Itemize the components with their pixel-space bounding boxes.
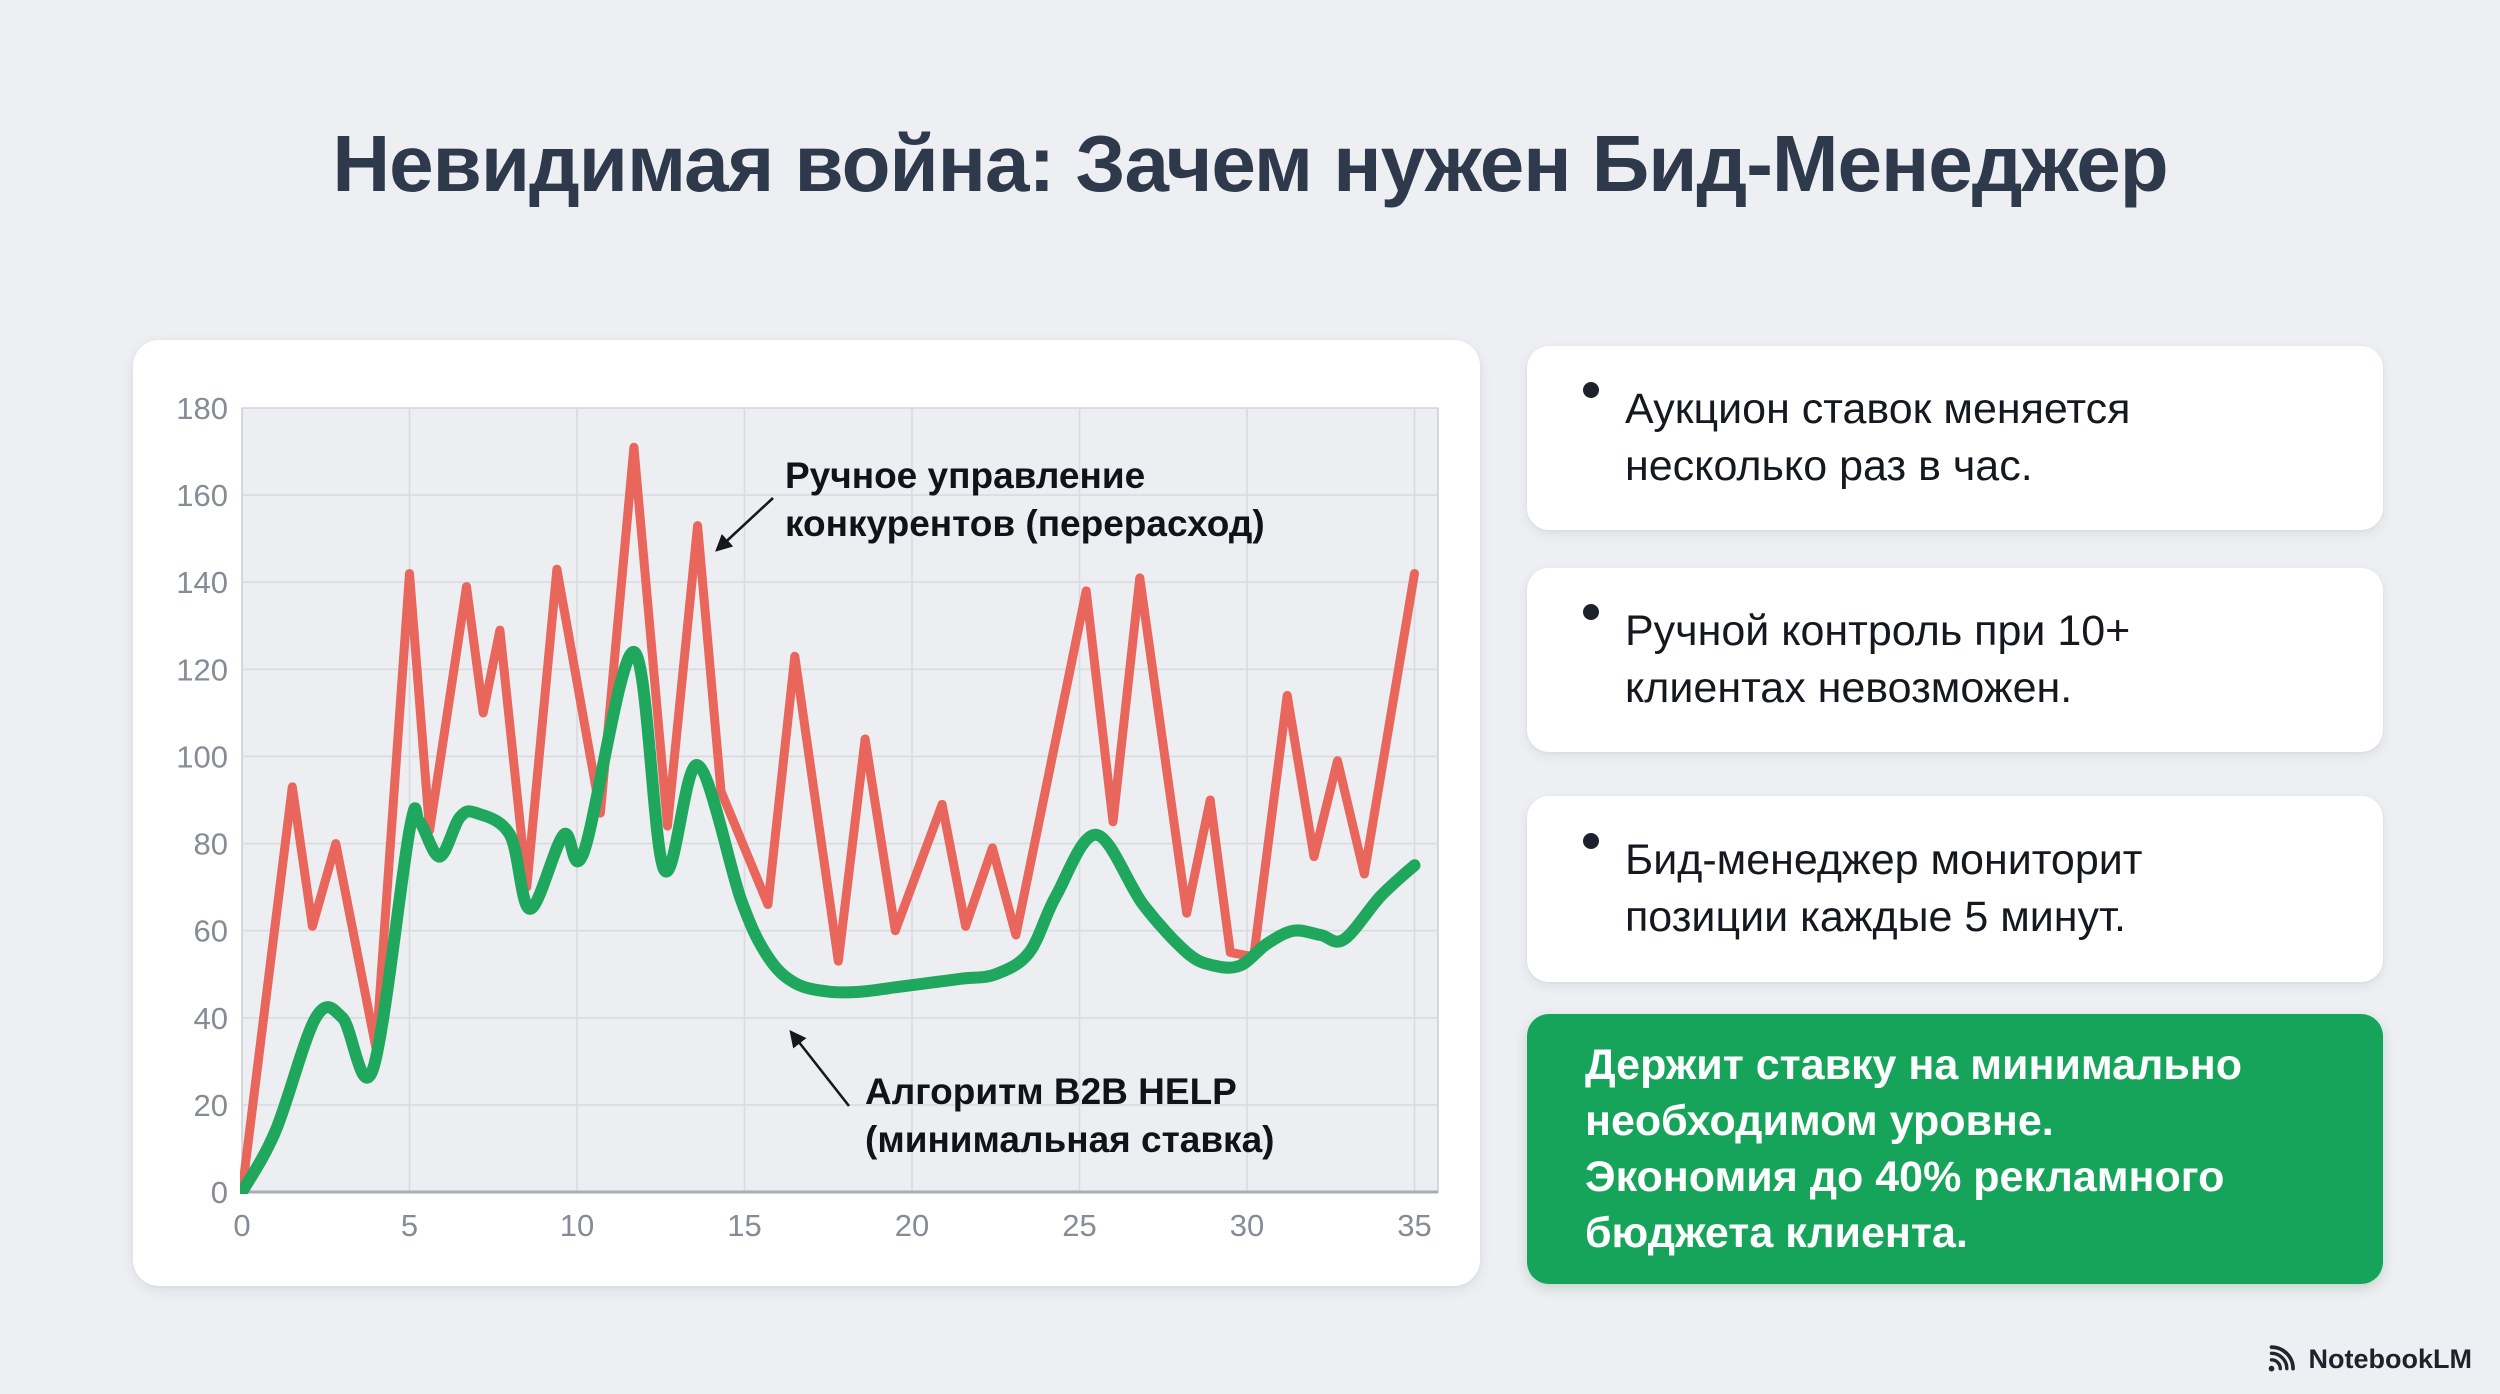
benefit-text-line: Держит ставку на минимально [1585, 1041, 2243, 1089]
plot-area [241, 407, 1439, 1193]
chart-canvas: 0 20 40 60 80 100 120 140 160 180 0 5 10 15 20 25 30 35 [176, 391, 1439, 1243]
annotation-line: Алгоритм B2B HELP [865, 1071, 1237, 1112]
series-line-manual [240, 442, 1419, 1194]
notebooklm-icon [2268, 1345, 2295, 1372]
x-tick-label: 15 [727, 1208, 761, 1243]
y-tick-label: 180 [176, 391, 228, 426]
line-chart: 0 20 40 60 80 100 120 140 160 180 0 5 10 15 20 25 30 35 Р… [133, 340, 1480, 1286]
annotation-arrow-algorithm [789, 1030, 851, 1107]
benefit-text-line: необходимом уровне. [1585, 1097, 2054, 1145]
x-tick-label: 0 [233, 1208, 250, 1243]
watermark-label: NotebookLM [2308, 1343, 2472, 1374]
annotation-line: (минимальная ставка) [865, 1119, 1275, 1160]
x-tick-label: 30 [1230, 1208, 1264, 1243]
fact-text-line: несколько раз в час. [1625, 442, 2033, 490]
y-tick-label: 20 [194, 1088, 228, 1123]
x-tick-label: 5 [401, 1208, 418, 1243]
fact-card-auction: Аукцион ставок меняется несколько раз в … [1527, 346, 2383, 530]
watermark: NotebookLM [2265, 1342, 2472, 1376]
x-tick-label: 35 [1397, 1208, 1431, 1243]
x-tick-label: 10 [560, 1208, 594, 1243]
x-tick-label: 20 [895, 1208, 929, 1243]
bullet-icon [1583, 833, 1599, 849]
x-tick-label: 25 [1062, 1208, 1096, 1243]
annotation-algorithm: Алгоритм B2B HELP (минимальная ставка) [865, 1068, 1274, 1164]
annotation-arrow-manual [715, 497, 774, 552]
annotation-line: конкурентов (перерасход) [785, 503, 1265, 544]
bullet-icon [1583, 382, 1599, 398]
bullet-icon [1583, 604, 1599, 620]
y-tick-label: 120 [176, 652, 228, 687]
page-title: Невидимая война: Зачем нужен Бид-Менедже… [332, 119, 2168, 208]
chart-card: 0 20 40 60 80 100 120 140 160 180 0 5 10 15 20 25 30 35 Р… [133, 340, 1480, 1286]
fact-card-manual-control: Ручной контроль при 10+ клиентах невозмо… [1527, 568, 2383, 752]
fact-text-line: Бид-менеджер мониторит [1625, 836, 2143, 884]
y-tick-label: 80 [194, 827, 228, 862]
fact-text-line: клиентах невозможен. [1625, 664, 2073, 712]
fact-card-bid-manager: Бид-менеджер мониторит позиции каждые 5 … [1527, 796, 2383, 982]
fact-text-line: Ручной контроль при 10+ [1625, 607, 2131, 655]
y-tick-label: 0 [211, 1175, 228, 1210]
benefit-text-line: бюджета клиента. [1585, 1209, 1968, 1257]
benefit-text-line: Экономия до 40% рекламного [1585, 1153, 2225, 1201]
y-tick-label: 60 [194, 914, 228, 949]
annotation-line: Ручное управление [785, 455, 1146, 496]
fact-text-line: позиции каждые 5 минут. [1625, 893, 2126, 941]
y-tick-label: 40 [194, 1001, 228, 1036]
fact-text-line: Аукцион ставок меняется [1625, 385, 2131, 433]
y-tick-label: 140 [176, 565, 228, 600]
series-line-algorithm [240, 645, 1421, 1194]
y-tick-label: 160 [176, 478, 228, 513]
annotation-manual-bidding: Ручное управление конкурентов (перерасхо… [785, 452, 1265, 548]
benefit-card: Держит ставку на минимально необходимом … [1527, 1014, 2383, 1284]
y-tick-label: 100 [176, 739, 228, 774]
